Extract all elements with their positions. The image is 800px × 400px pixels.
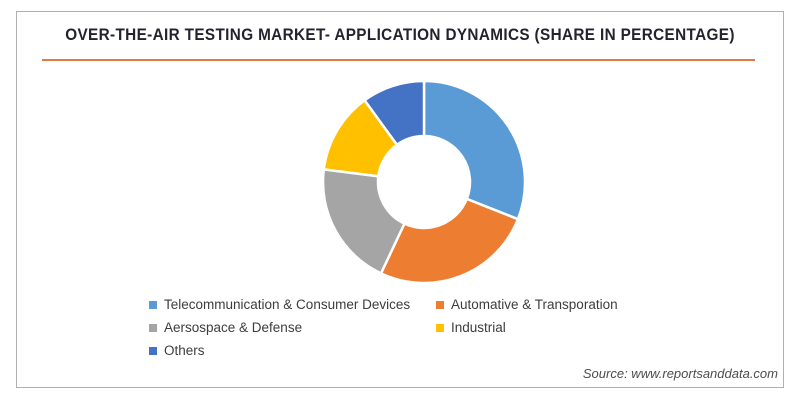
legend-color-swatch-icon (436, 323, 444, 332)
donut-slice-2 (321, 168, 406, 275)
chart-legend: Telecommunication & Consumer Devices Auto… (149, 293, 618, 362)
legend-label: Automative & Transporation (451, 297, 618, 312)
legend-label: Industrial (451, 320, 506, 335)
legend-color-swatch-icon (149, 300, 157, 309)
legend-label: Others (164, 343, 205, 358)
legend-color-swatch-icon (149, 346, 157, 355)
donut-slice-4 (363, 79, 426, 147)
page-title: OVER-THE-AIR TESTING MARKET- APPLICATION… (65, 25, 735, 44)
donut-chart (321, 79, 527, 285)
legend-color-swatch-icon (149, 323, 157, 332)
legend-item-1: Automative & Transporation (436, 297, 618, 312)
legend-label: Telecommunication & Consumer Devices (164, 297, 411, 312)
title-underline (42, 59, 755, 61)
donut-slice-1 (379, 197, 520, 285)
legend-label: Aersospace & Defense (164, 320, 303, 335)
legend-item-4: Others (149, 343, 436, 358)
donut-slice-0 (422, 79, 527, 221)
legend-item-0: Telecommunication & Consumer Devices (149, 297, 436, 312)
source-attribution: Source: www.reportsanddata.com (582, 366, 778, 381)
legend-color-swatch-icon (436, 300, 444, 309)
chart-frame (16, 11, 784, 388)
legend-item-2: Aersospace & Defense (149, 320, 436, 335)
legend-item-3: Industrial (436, 320, 618, 335)
